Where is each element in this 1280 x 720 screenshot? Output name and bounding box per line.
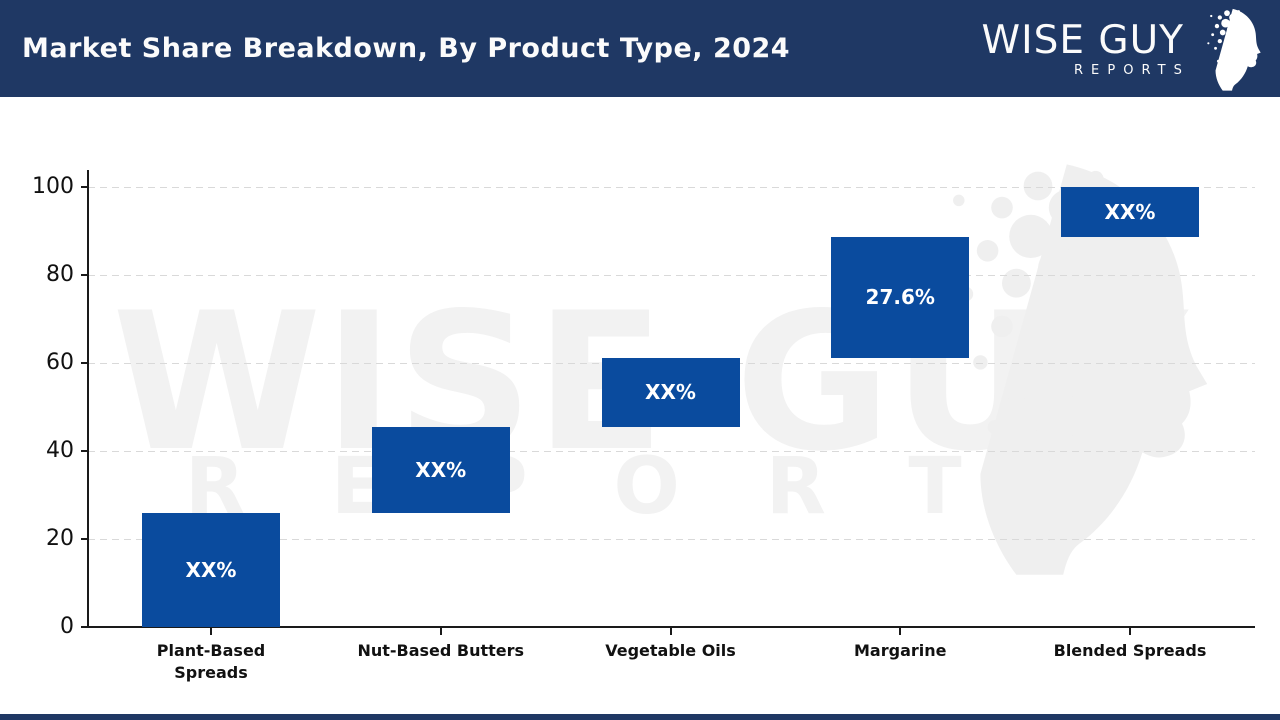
watermark-subtitle: REPORTS <box>185 442 1190 532</box>
y-axis-tick-label: 80 <box>46 262 74 287</box>
x-axis-tick-label: Margarine <box>854 641 947 660</box>
y-axis-line <box>87 170 89 628</box>
x-axis-tick-label: Vegetable Oils <box>605 641 736 660</box>
x-axis-tick-label: Blended Spreads <box>1053 641 1207 660</box>
y-axis-tick-label: 20 <box>46 526 74 551</box>
page-title: Market Share Breakdown, By Product Type,… <box>22 33 791 64</box>
y-tick-mark <box>81 362 88 364</box>
y-axis-tick-label: 60 <box>46 350 74 375</box>
bar-vegetable-oils: XX% <box>601 358 740 427</box>
bar-blended-spreads: XX% <box>1061 187 1199 237</box>
bar-value-label: 27.6% <box>865 285 935 310</box>
x-tick-mark <box>439 627 442 635</box>
bar-nut-based-butters: XX% <box>371 426 510 514</box>
bar-margarine: 27.6% <box>831 236 970 359</box>
y-axis-tick-label: 100 <box>32 174 74 199</box>
x-tick-mark <box>899 627 902 635</box>
x-tick-mark <box>669 627 672 635</box>
x-axis-tick-label: Nut-Based Butters <box>357 641 525 660</box>
y-axis-tick-label: 0 <box>60 614 74 639</box>
footer-bar <box>0 714 1280 720</box>
x-tick-mark <box>210 627 212 635</box>
bar-value-label: XX% <box>185 558 237 583</box>
y-tick-mark <box>81 274 88 276</box>
y-axis-tick-label: 40 <box>46 438 74 463</box>
header-bar: Market Share Breakdown, By Product Type,… <box>0 0 1280 97</box>
bar-value-label: XX% <box>1104 199 1156 224</box>
y-tick-mark <box>81 626 88 628</box>
x-axis-tick-label: Plant-Based Spreads <box>156 641 266 682</box>
bar-plant-based-spreads: XX% <box>142 513 280 627</box>
y-gridline <box>88 186 1255 188</box>
logo-wordmark: WISE GUY <box>981 17 1184 63</box>
logo-text: WISE GUY REPORTS <box>982 21 1184 77</box>
y-tick-mark <box>81 538 88 540</box>
bar-value-label: XX% <box>415 458 467 483</box>
y-tick-mark <box>81 450 88 452</box>
wise-guy-reports-logo: WISE GUY REPORTS <box>982 4 1266 94</box>
bar-value-label: XX% <box>645 380 696 405</box>
y-tick-mark <box>81 186 88 188</box>
x-tick-mark <box>1129 627 1131 635</box>
y-gridline <box>88 538 1255 540</box>
dotted-face-icon <box>1207 8 1261 91</box>
y-gridline <box>88 450 1255 452</box>
logo-subtitle: REPORTS <box>1073 62 1190 78</box>
y-gridline <box>88 274 1255 276</box>
